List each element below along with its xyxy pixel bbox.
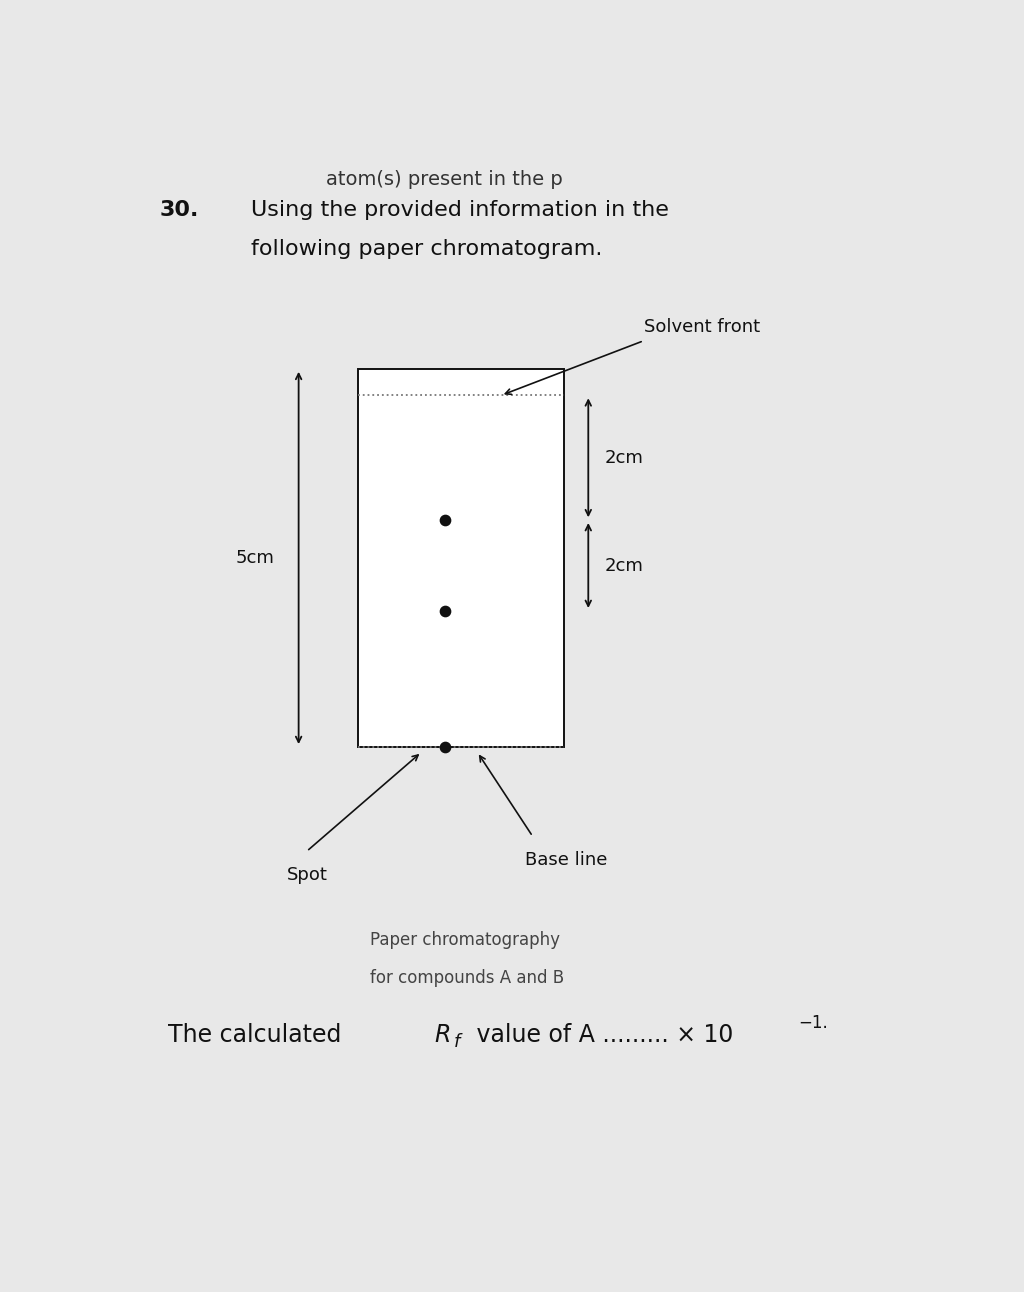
Bar [358,370,564,747]
Text: value of A ......... × 10: value of A ......... × 10 [469,1023,733,1048]
Point [437,601,454,621]
Point [437,510,454,531]
Text: Base line: Base line [524,851,607,870]
Text: atom(s) present in the p: atom(s) present in the p [327,171,563,189]
Text: Paper chromatography: Paper chromatography [370,932,560,950]
Text: $\it{R}$: $\it{R}$ [433,1023,450,1048]
Text: 2cm: 2cm [604,448,643,466]
Text: following paper chromatogram.: following paper chromatogram. [251,239,602,258]
Text: Using the provided information in the: Using the provided information in the [251,200,669,220]
Point [437,736,454,757]
Text: 30.: 30. [160,200,199,220]
Text: $\it{f}$: $\it{f}$ [454,1034,464,1052]
Text: Spot: Spot [287,867,328,884]
Text: for compounds A and B: for compounds A and B [370,969,564,987]
Text: 2cm: 2cm [604,557,643,575]
Text: −1.: −1. [799,1013,828,1031]
Text: Solvent front: Solvent front [644,318,760,336]
Text: 5cm: 5cm [236,549,274,567]
Text: The calculated: The calculated [168,1023,348,1048]
